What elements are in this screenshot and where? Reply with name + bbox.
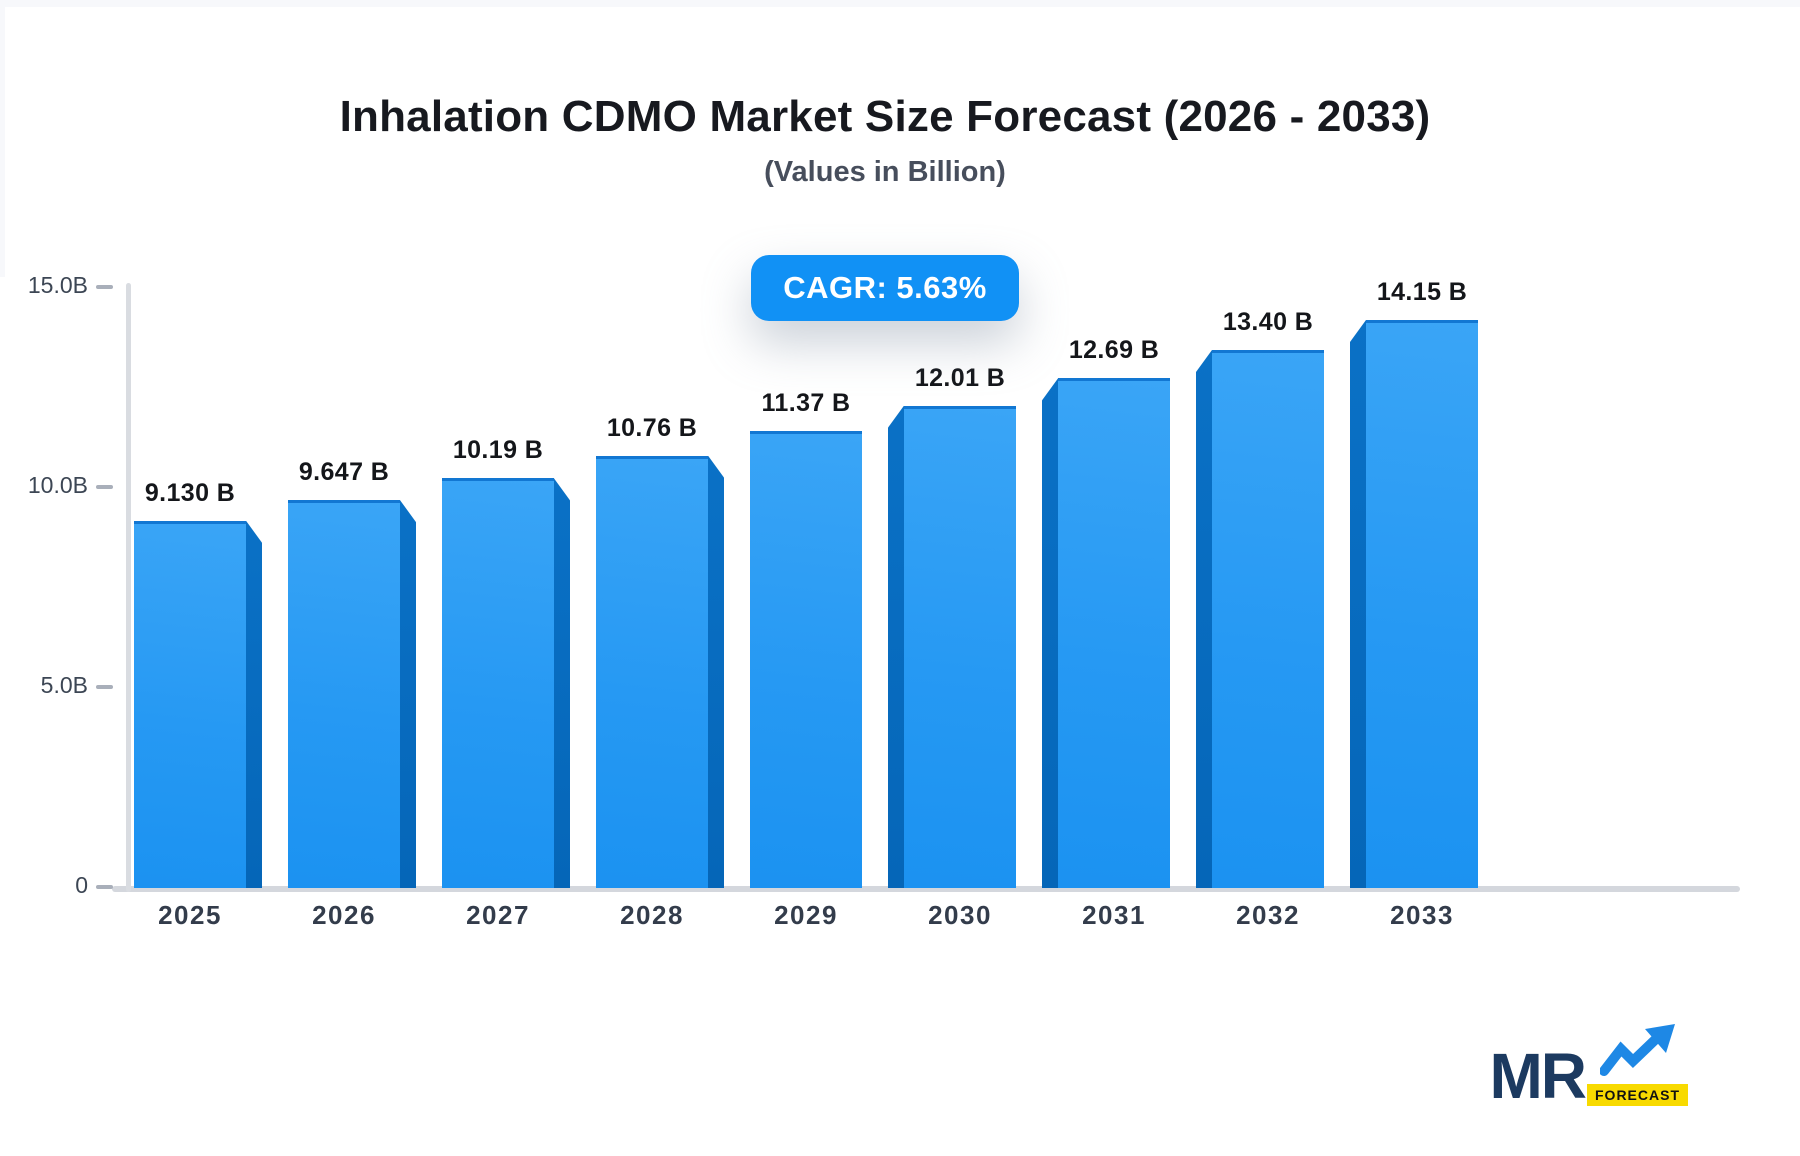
bar xyxy=(596,455,708,888)
trend-arrow-icon xyxy=(1599,1024,1675,1076)
y-axis-tick-label: 10.0B xyxy=(27,472,88,498)
bar xyxy=(750,431,862,888)
x-axis-label: 2029 xyxy=(774,900,838,930)
logo-forecast-badge: FORECAST xyxy=(1587,1084,1688,1106)
y-axis-tick xyxy=(96,885,113,889)
bar-value-label: 10.19 B xyxy=(452,436,544,465)
y-axis-tick xyxy=(96,285,113,289)
x-axis-label: 2025 xyxy=(158,900,222,930)
y-axis-tick-label: 15.0B xyxy=(27,272,88,298)
y-axis-line xyxy=(126,283,131,892)
y-axis-tick-label: 5.0B xyxy=(40,672,88,698)
x-axis-label: 2031 xyxy=(1082,900,1146,930)
bar-value-label: 14.15 B xyxy=(1376,278,1468,306)
logo-mr-text: MR xyxy=(1489,1040,1587,1113)
bar-side-face xyxy=(1350,320,1366,888)
y-axis-tick-label: 0 xyxy=(75,872,88,898)
x-axis-label: 2032 xyxy=(1236,900,1300,930)
bar-side-face xyxy=(708,455,724,888)
chart-subtitle: (Values in Billion) xyxy=(764,156,1006,188)
bar xyxy=(1366,320,1478,888)
bar-side-face xyxy=(1196,350,1212,888)
bar-value-label: 12.01 B xyxy=(914,363,1006,392)
y-axis-tick xyxy=(96,485,113,489)
y-axis-tick xyxy=(96,685,113,689)
bar xyxy=(904,405,1016,888)
bar xyxy=(1212,350,1324,888)
bar xyxy=(442,478,554,888)
bar-value-label: 12.69 B xyxy=(1068,336,1160,365)
page-left-edge xyxy=(0,0,5,278)
bar-value-label: 9.647 B xyxy=(298,458,390,487)
bar-side-face xyxy=(1042,378,1058,888)
x-axis-label: 2033 xyxy=(1390,900,1454,930)
bar-value-label: 13.40 B xyxy=(1222,308,1314,336)
cagr-badge: CAGR: 5.63% xyxy=(751,255,1019,321)
bar-value-label: 11.37 B xyxy=(761,389,851,418)
bar-side-face xyxy=(888,405,904,888)
x-axis-label: 2028 xyxy=(620,900,684,930)
bar-value-label: 10.76 B xyxy=(606,413,698,442)
bar xyxy=(134,520,246,888)
chart-header: Inhalation CDMO Market Size Forecast (20… xyxy=(30,0,1740,321)
page-top-edge xyxy=(0,0,1800,7)
bar-side-face xyxy=(554,478,570,888)
x-axis-label: 2030 xyxy=(928,900,992,930)
bar-side-face xyxy=(246,520,262,888)
x-axis-label: 2027 xyxy=(466,900,530,930)
bar-value-label: 9.130 B xyxy=(144,478,236,507)
bar-side-face xyxy=(400,500,416,888)
bar xyxy=(1058,378,1170,888)
chart-title: Inhalation CDMO Market Size Forecast (20… xyxy=(339,92,1431,141)
x-axis-label: 2026 xyxy=(312,900,376,930)
bar xyxy=(288,500,400,888)
x-axis-line xyxy=(112,886,1740,892)
mr-forecast-logo: MR FORECAST xyxy=(1489,1024,1688,1113)
